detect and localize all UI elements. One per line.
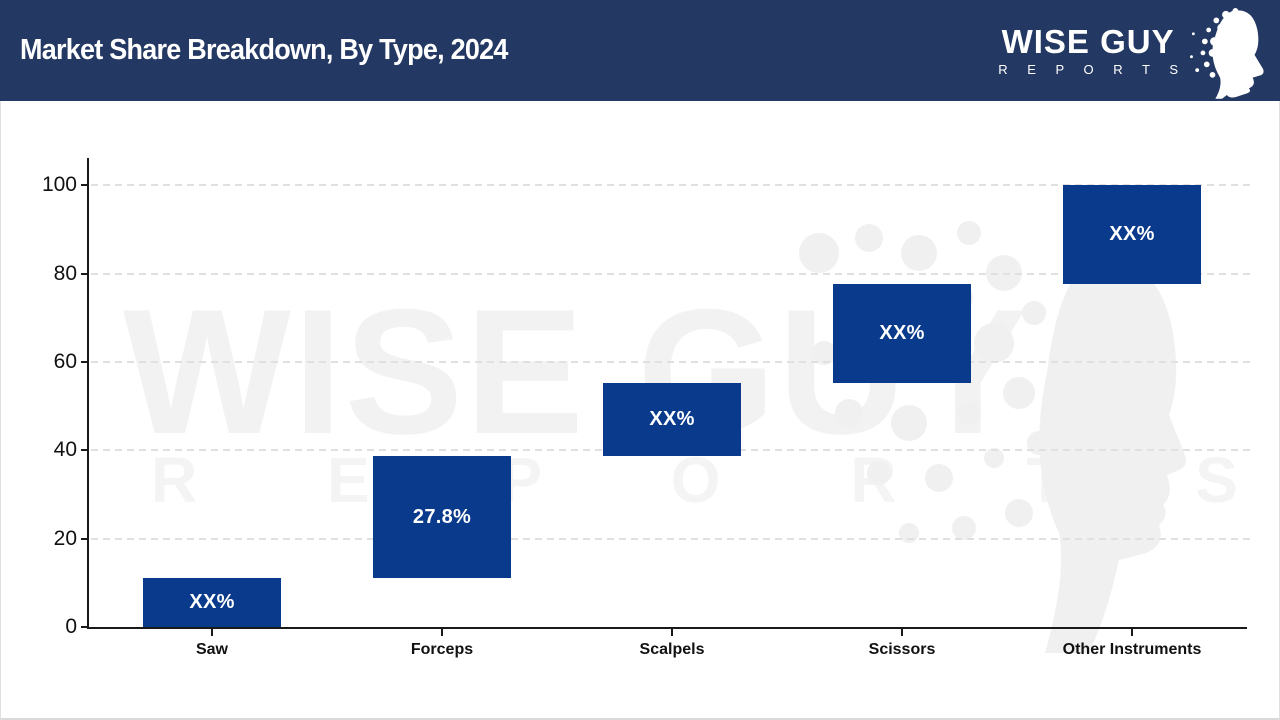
logo-head-icon [1190, 7, 1264, 99]
y-tick-mark [81, 184, 89, 187]
y-tick-label: 20 [53, 526, 77, 550]
logo-text: WISE GUY R E P O R T S [998, 25, 1178, 77]
category-label: Scalpels [639, 641, 705, 658]
y-tick-mark [81, 361, 89, 364]
bar-value-label: XX% [649, 407, 695, 430]
bar-other-instruments: XX% [1063, 185, 1201, 285]
bar-forceps: 27.8% [373, 455, 511, 579]
logo-wordmark: WISE GUY [1001, 22, 1175, 60]
y-tick-mark [81, 272, 89, 275]
y-tick-label: 80 [53, 261, 77, 285]
header: Market Share Breakdown, By Type, 2024 WI… [0, 0, 1280, 101]
y-tick-label: 60 [53, 350, 77, 374]
bar-saw: XX% [143, 578, 281, 627]
y-tick-label: 100 [41, 173, 77, 197]
wise-guy-logo: WISE GUY R E P O R T S [998, 3, 1266, 99]
y-gridline [91, 272, 1253, 275]
waterfall-chart: 0 20 40 60 80 100 XX% Saw 27.8% Forceps XX% Scalpel… [1, 101, 1279, 718]
bar-value-label: XX% [189, 591, 235, 614]
y-tick-label: 40 [53, 438, 77, 462]
bar-scalpels: XX% [603, 382, 741, 456]
logo-subtitle: R E P O R T S [998, 61, 1186, 77]
x-tick-mark [671, 629, 673, 636]
y-tick-label: 0 [65, 615, 77, 638]
x-tick-mark [211, 629, 213, 636]
x-tick-mark [901, 629, 903, 636]
category-label: Other Instruments [1062, 641, 1202, 658]
bar-scissors: XX% [833, 284, 971, 383]
x-tick-mark [1131, 629, 1133, 636]
y-gridline [91, 361, 1253, 364]
y-axis [87, 158, 89, 629]
bar-value-label: 27.8% [412, 505, 472, 528]
y-tick-mark [81, 537, 89, 540]
chart-area: WISE GUY R E P O R T S 0 20 40 60 80 100 XX% Sa… [0, 101, 1280, 720]
x-tick-mark [441, 629, 443, 636]
category-label: Scissors [868, 641, 936, 658]
y-tick-mark [81, 449, 89, 452]
bar-value-label: XX% [879, 322, 925, 345]
y-tick-mark [81, 626, 89, 628]
y-gridline [91, 537, 1253, 540]
category-label: Forceps [410, 641, 474, 658]
report-title: Market Share Breakdown, By Type, 2024 [20, 34, 508, 66]
bar-value-label: XX% [1109, 223, 1155, 246]
category-label: Saw [195, 641, 228, 658]
y-gridline [91, 184, 1253, 187]
x-axis [87, 627, 1247, 629]
